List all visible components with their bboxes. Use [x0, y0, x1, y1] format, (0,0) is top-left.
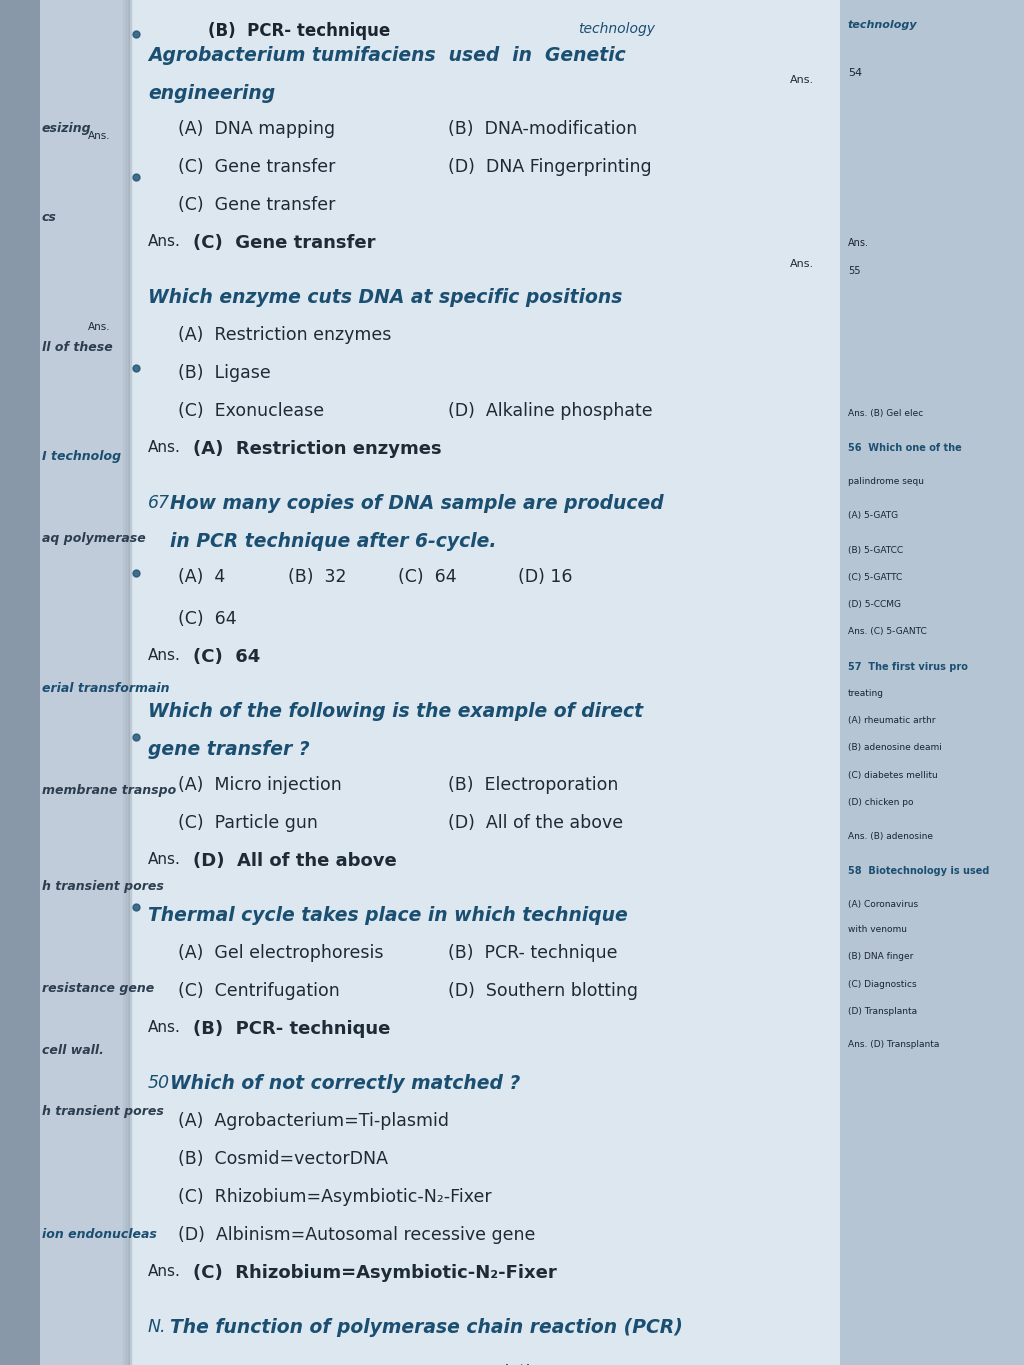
- Text: (C)  Gene transfer: (C) Gene transfer: [178, 158, 336, 176]
- Text: (D)  DNA Fingerprinting: (D) DNA Fingerprinting: [449, 158, 651, 176]
- Text: N.: N.: [148, 1319, 167, 1336]
- Text: ll of these: ll of these: [42, 341, 113, 354]
- FancyBboxPatch shape: [40, 0, 130, 1365]
- Text: (D) chicken po: (D) chicken po: [848, 799, 913, 807]
- Text: Ans.: Ans.: [790, 259, 814, 269]
- Text: Ans.: Ans.: [88, 131, 111, 141]
- Text: 55: 55: [848, 266, 860, 276]
- Text: (C)  Rhizobium=Asymbiotic-N₂-Fixer: (C) Rhizobium=Asymbiotic-N₂-Fixer: [193, 1264, 557, 1282]
- Text: (B)  32: (B) 32: [288, 568, 346, 586]
- Text: in PCR technique after 6-cycle.: in PCR technique after 6-cycle.: [170, 532, 497, 551]
- Text: with venomu: with venomu: [848, 925, 907, 934]
- Text: technology: technology: [578, 22, 655, 35]
- Text: aq polymerase: aq polymerase: [42, 532, 145, 545]
- Text: h transient pores: h transient pores: [42, 1106, 164, 1118]
- Text: Which of the following is the example of direct: Which of the following is the example of…: [148, 702, 643, 721]
- Text: (D) Transplanta: (D) Transplanta: [848, 1007, 918, 1016]
- Text: (C)  Rhizobium=Asymbiotic-N₂-Fixer: (C) Rhizobium=Asymbiotic-N₂-Fixer: [178, 1188, 492, 1207]
- Text: 58  Biotechnology is used: 58 Biotechnology is used: [848, 865, 989, 876]
- Text: (C)  64: (C) 64: [398, 568, 457, 586]
- Text: 67: 67: [148, 494, 170, 512]
- Text: ion endonucleas: ion endonucleas: [42, 1228, 157, 1241]
- Text: (C)  Particle gun: (C) Particle gun: [178, 814, 317, 833]
- Text: gene transfer ?: gene transfer ?: [148, 740, 309, 759]
- Text: Ans. (D) Transplanta: Ans. (D) Transplanta: [848, 1040, 939, 1048]
- FancyBboxPatch shape: [0, 0, 40, 1365]
- Text: Which enzyme cuts DNA at specific positions: Which enzyme cuts DNA at specific positi…: [148, 288, 623, 307]
- Text: Ans.: Ans.: [148, 233, 181, 248]
- Text: (D) 16: (D) 16: [518, 568, 572, 586]
- Text: cs: cs: [42, 212, 57, 224]
- Text: Ans.: Ans.: [148, 1020, 181, 1035]
- Text: (B)  PCR- technique: (B) PCR- technique: [208, 22, 390, 40]
- Text: Ans. (C) 5-GANTC: Ans. (C) 5-GANTC: [848, 627, 927, 636]
- Text: (B)  Ligase: (B) Ligase: [178, 364, 270, 382]
- Text: cell wall.: cell wall.: [42, 1044, 103, 1057]
- Text: (A)  4: (A) 4: [178, 568, 225, 586]
- Text: Ans.: Ans.: [148, 440, 181, 455]
- Text: h transient pores: h transient pores: [42, 880, 164, 893]
- Text: (C)  64: (C) 64: [193, 648, 260, 666]
- Text: (B)  PCR- technique: (B) PCR- technique: [193, 1020, 390, 1037]
- Text: (A)  Gel electrophoresis: (A) Gel electrophoresis: [178, 945, 384, 962]
- Text: esizing: esizing: [42, 121, 91, 135]
- Text: The function of polymerase chain reaction (PCR): The function of polymerase chain reactio…: [170, 1319, 683, 1336]
- Text: (D)  All of the above: (D) All of the above: [449, 814, 624, 833]
- Text: 54: 54: [848, 68, 862, 78]
- Text: (B)  PCR- technique: (B) PCR- technique: [449, 945, 617, 962]
- Text: (D) 5-CCMG: (D) 5-CCMG: [848, 601, 901, 609]
- Text: (A)  DNA mapping: (A) DNA mapping: [178, 120, 335, 138]
- Text: 57  The first virus pro: 57 The first virus pro: [848, 662, 968, 672]
- Text: (C)  64: (C) 64: [178, 610, 237, 628]
- Text: Ans.: Ans.: [148, 1264, 181, 1279]
- Text: (C) 5-GATTC: (C) 5-GATTC: [848, 573, 902, 581]
- Text: Ans. (B) adenosine: Ans. (B) adenosine: [848, 833, 933, 841]
- Text: (B) DNA finger: (B) DNA finger: [848, 951, 913, 961]
- Text: (C)  Gene transfer: (C) Gene transfer: [178, 197, 336, 214]
- Text: (D)  Alkaline phosphate: (D) Alkaline phosphate: [449, 403, 652, 420]
- Text: (B) adenosine deami: (B) adenosine deami: [848, 743, 942, 752]
- Text: (A) 5-GATG: (A) 5-GATG: [848, 511, 898, 520]
- Text: (A)  Agrobacterium=Ti-plasmid: (A) Agrobacterium=Ti-plasmid: [178, 1112, 449, 1130]
- Text: (B) 5-GATCC: (B) 5-GATCC: [848, 546, 903, 556]
- FancyBboxPatch shape: [840, 0, 1024, 1365]
- Text: Ans.: Ans.: [790, 75, 814, 85]
- Text: (D)  Albinism=Autosomal recessive gene: (D) Albinism=Autosomal recessive gene: [178, 1226, 536, 1244]
- Text: (D)  All of the above: (D) All of the above: [193, 852, 396, 870]
- Text: Agrobacterium tumifaciens  used  in  Genetic: Agrobacterium tumifaciens used in Geneti…: [148, 46, 626, 66]
- Text: (C)  Centrifugation: (C) Centrifugation: [178, 981, 340, 1001]
- Text: (B)  DNA-modification: (B) DNA-modification: [449, 120, 637, 138]
- Text: Ans.: Ans.: [848, 238, 869, 248]
- Text: engineering: engineering: [148, 85, 275, 102]
- Text: Ans.: Ans.: [148, 852, 181, 867]
- Text: Ans.: Ans.: [148, 648, 181, 663]
- Text: (A)  Restriction enzymes: (A) Restriction enzymes: [193, 440, 441, 459]
- Text: (C)  Gene transfer: (C) Gene transfer: [193, 233, 376, 253]
- Text: 50: 50: [148, 1074, 170, 1092]
- Text: (A)  Restriction enzymes: (A) Restriction enzymes: [178, 326, 391, 344]
- Text: resistance gene: resistance gene: [42, 981, 155, 995]
- Text: technology: technology: [848, 20, 918, 30]
- Text: (C) diabetes mellitu: (C) diabetes mellitu: [848, 771, 938, 779]
- Text: (C)  Exonuclease: (C) Exonuclease: [178, 403, 325, 420]
- Text: erial transformain: erial transformain: [42, 682, 170, 695]
- Text: (A) rheumatic arthr: (A) rheumatic arthr: [848, 717, 936, 725]
- Text: (B)  Electroporation: (B) Electroporation: [449, 775, 618, 794]
- Text: Ans.: Ans.: [88, 322, 111, 332]
- Text: membrane transpo: membrane transpo: [42, 784, 176, 797]
- Text: (D)  Southern blotting: (D) Southern blotting: [449, 981, 638, 1001]
- Text: 56  Which one of the: 56 Which one of the: [848, 444, 962, 453]
- Text: Which of not correctly matched ?: Which of not correctly matched ?: [170, 1074, 520, 1093]
- Text: I technolog: I technolog: [42, 450, 121, 463]
- Text: (B)  Cosmid=vectorDNA: (B) Cosmid=vectorDNA: [178, 1149, 388, 1168]
- FancyBboxPatch shape: [130, 0, 840, 1365]
- Text: (A) Coronavirus: (A) Coronavirus: [848, 900, 919, 909]
- Text: (A)  Micro injection: (A) Micro injection: [178, 775, 342, 794]
- Text: Thermal cycle takes place in which technique: Thermal cycle takes place in which techn…: [148, 906, 628, 925]
- Text: palindrome sequ: palindrome sequ: [848, 476, 924, 486]
- Text: Ans. (B) Gel elec: Ans. (B) Gel elec: [848, 410, 924, 418]
- Text: How many copies of DNA sample are produced: How many copies of DNA sample are produc…: [170, 494, 664, 513]
- Text: (C) Diagnostics: (C) Diagnostics: [848, 980, 916, 990]
- Text: treating: treating: [848, 689, 884, 698]
